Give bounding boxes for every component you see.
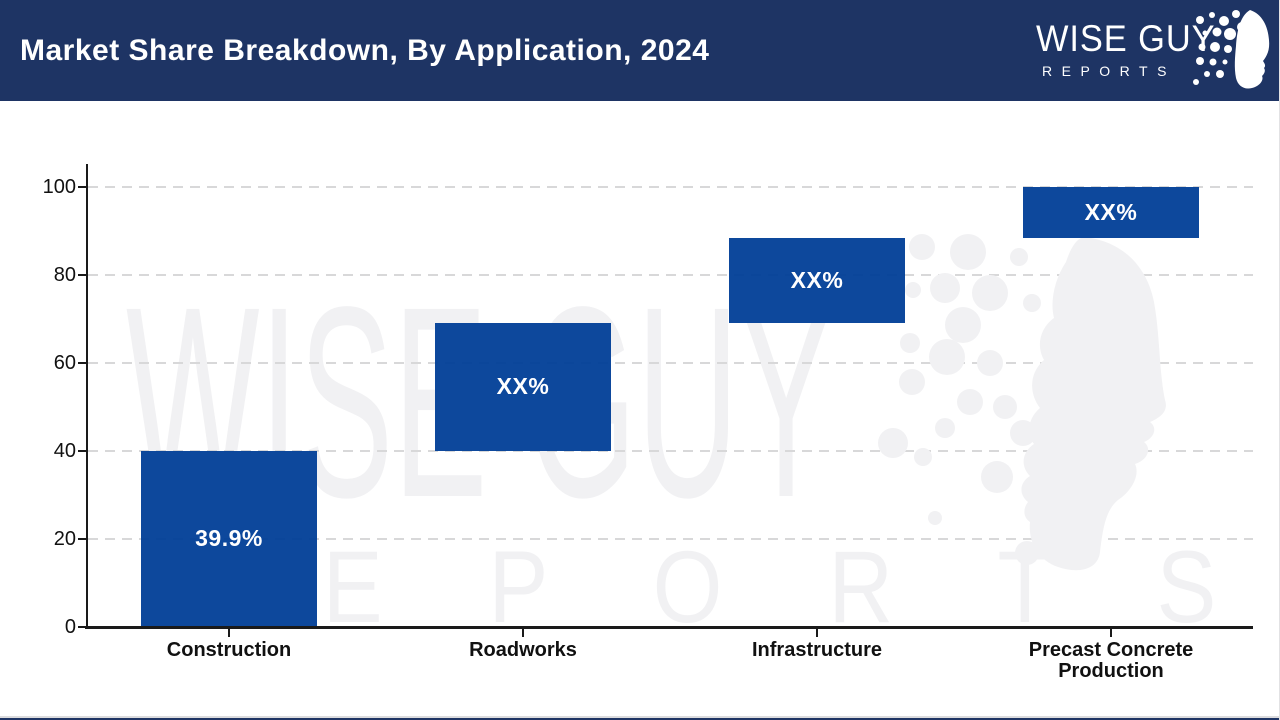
y-axis-line [86,164,88,629]
gridline-60 [88,362,1253,364]
y-tick-mark-40 [78,450,86,452]
y-axis-tick-label: 0 [64,616,76,638]
bar-roadworks: XX% [435,323,611,452]
bar-value-label: 39.9% [195,525,263,552]
x-axis-line [85,626,1253,629]
footer-accent-bar [0,718,1279,720]
y-axis-tick-label: 80 [53,264,76,286]
logo-text: WISE GUY REPORTS [1036,18,1229,79]
y-axis-tick-label: 40 [53,440,76,462]
bar-infrastructure: XX% [729,238,905,324]
logo-face-icon [1193,10,1270,89]
y-tick-mark-0 [78,626,86,628]
x-axis-label-roadworks: Roadworks [469,639,577,661]
bar-precast-concrete-production: XX% [1023,187,1199,239]
y-tick-mark-60 [78,362,86,364]
chart-title: Market Share Breakdown, By Application, … [20,34,710,67]
y-axis-tick-label: 100 [42,176,76,198]
bar-construction: 39.9% [141,451,317,627]
x-tick-mark-infrastructure [816,629,818,637]
logo-wordmark: WISE GUY [1036,18,1216,59]
y-tick-mark-100 [78,186,86,188]
footer-divider [0,716,1279,718]
logo-subtitle: REPORTS [1042,63,1176,79]
gridline-80 [88,274,1253,276]
x-axis-label-infrastructure: Infrastructure [751,639,883,661]
gridline-20 [88,538,1253,540]
wise-guy-logo: WISE GUY REPORTS [1022,6,1272,96]
y-axis-tick-label: 20 [53,528,76,550]
bar-value-label: XX% [790,266,844,293]
bar-value-label: XX% [1084,198,1138,225]
header-banner: Market Share Breakdown, By Application, … [0,0,1279,101]
gridline-40 [88,450,1253,452]
y-axis-tick-label: 60 [53,352,76,374]
x-tick-mark-roadworks [522,629,524,637]
x-axis-label-precast-concrete-production: Precast Concrete Production [1028,639,1194,682]
x-tick-mark-precast-concrete-production [1110,629,1112,637]
bar-value-label: XX% [496,373,550,400]
y-tick-mark-80 [78,274,86,276]
x-axis-label-construction: Construction [166,639,292,661]
y-tick-mark-20 [78,538,86,540]
gridline-100 [88,186,1253,188]
x-tick-mark-construction [228,629,230,637]
watermark-face-icon [878,234,1166,571]
